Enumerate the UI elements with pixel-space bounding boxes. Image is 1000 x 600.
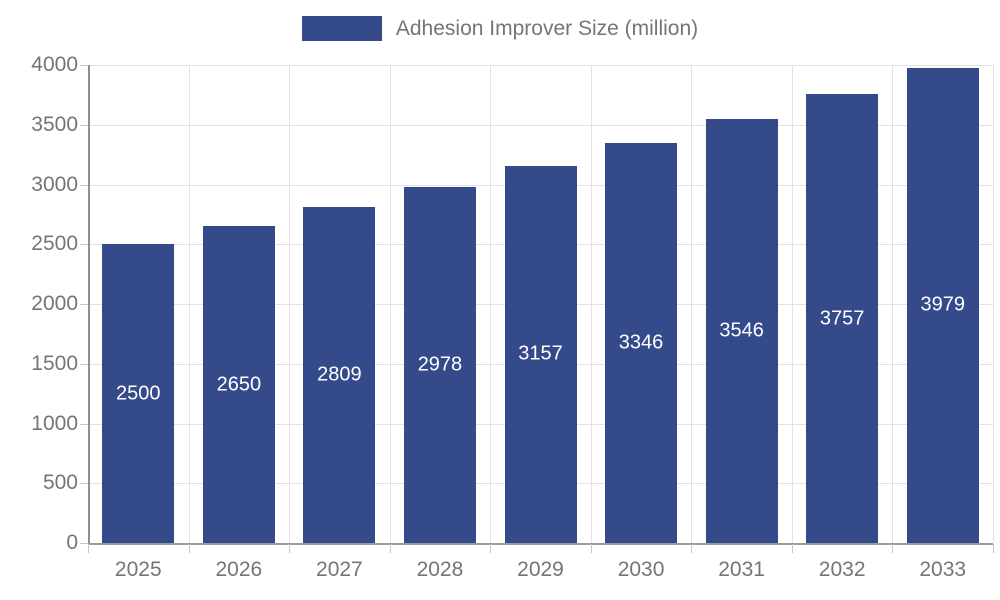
y-tick-mark: [80, 483, 88, 485]
bar-value-label: 2650: [216, 373, 262, 396]
y-tick-label: 2500: [31, 232, 78, 256]
bar: 2500: [102, 244, 175, 543]
gridline-vertical: [892, 65, 894, 543]
y-tick-label: 0: [66, 531, 78, 554]
x-tick-mark: [289, 544, 291, 553]
bar-value-label: 2500: [116, 382, 161, 405]
bar-value-label: 3979: [920, 293, 965, 316]
gridline-vertical: [188, 65, 190, 543]
y-tick-mark: [80, 244, 88, 246]
bar-value-label: 3757: [819, 307, 865, 330]
x-tick-label: 2027: [316, 558, 363, 581]
gridline-vertical: [389, 65, 391, 543]
x-tick-mark: [88, 544, 89, 553]
x-tick-label: 2032: [818, 558, 866, 581]
y-tick-label: 2000: [31, 292, 78, 315]
x-tick-label: 2031: [718, 558, 765, 581]
x-tick-label: 2033: [919, 558, 967, 581]
x-axis-line: [88, 543, 993, 545]
x-tick-mark: [791, 544, 793, 553]
y-tick-mark: [80, 423, 88, 425]
y-tick-mark: [80, 124, 88, 126]
bar: 3757: [806, 94, 879, 543]
y-tick-mark: [80, 363, 88, 365]
x-tick-mark: [590, 544, 592, 553]
bar: 3157: [504, 165, 577, 543]
bar: 2978: [403, 187, 476, 543]
x-tick-mark: [188, 544, 190, 553]
y-tick-label: 500: [42, 471, 78, 495]
plot-area: 2500 2650 2809 2978 3157 3346 3546 3757 3979: [88, 65, 994, 543]
x-tick-label: 2030: [617, 558, 665, 581]
x-tick-label: 2025: [114, 558, 162, 581]
legend: Adhesion Improver Size (million): [0, 16, 1000, 41]
x-tick-label: 2029: [517, 558, 564, 581]
legend-swatch: [301, 16, 382, 41]
x-tick-label: 2028: [416, 558, 464, 581]
y-tick-label: 4000: [31, 53, 78, 76]
y-tick-mark: [80, 543, 88, 544]
legend-label: Adhesion Improver Size (million): [395, 16, 699, 40]
bar: 3546: [705, 119, 778, 543]
gridline-vertical: [791, 65, 793, 543]
x-tick-mark: [389, 544, 391, 553]
y-tick-mark: [80, 304, 88, 305]
gridline-vertical: [590, 65, 592, 543]
bar-value-label: 3546: [719, 319, 764, 342]
gridline-horizontal: [88, 65, 993, 66]
bar-value-label: 3157: [518, 342, 563, 365]
gridline-vertical: [993, 65, 994, 543]
bar-value-label: 2978: [417, 353, 463, 376]
x-tick-mark: [691, 544, 693, 553]
gridline-vertical: [490, 65, 492, 543]
y-tick-mark: [80, 184, 88, 186]
bar-value-label: 2809: [317, 363, 362, 386]
gridline-vertical: [289, 65, 291, 543]
x-tick-mark: [993, 544, 994, 553]
bar: 3346: [605, 143, 678, 543]
gridline-vertical: [691, 65, 693, 543]
x-tick-mark: [892, 544, 894, 553]
y-tick-label: 3000: [31, 172, 78, 196]
gridline-horizontal: [88, 124, 993, 126]
y-tick-label: 1000: [31, 411, 78, 435]
bar: 3979: [906, 67, 979, 543]
bar: 2809: [303, 207, 376, 543]
y-tick-label: 1500: [31, 351, 78, 375]
x-tick-mark: [490, 544, 492, 553]
bar-value-label: 3346: [618, 331, 664, 354]
x-tick-label: 2026: [215, 558, 263, 581]
y-tick-mark: [80, 65, 88, 66]
y-axis-line: [88, 65, 90, 543]
y-tick-label: 3500: [31, 112, 78, 136]
bar: 2650: [202, 226, 275, 543]
